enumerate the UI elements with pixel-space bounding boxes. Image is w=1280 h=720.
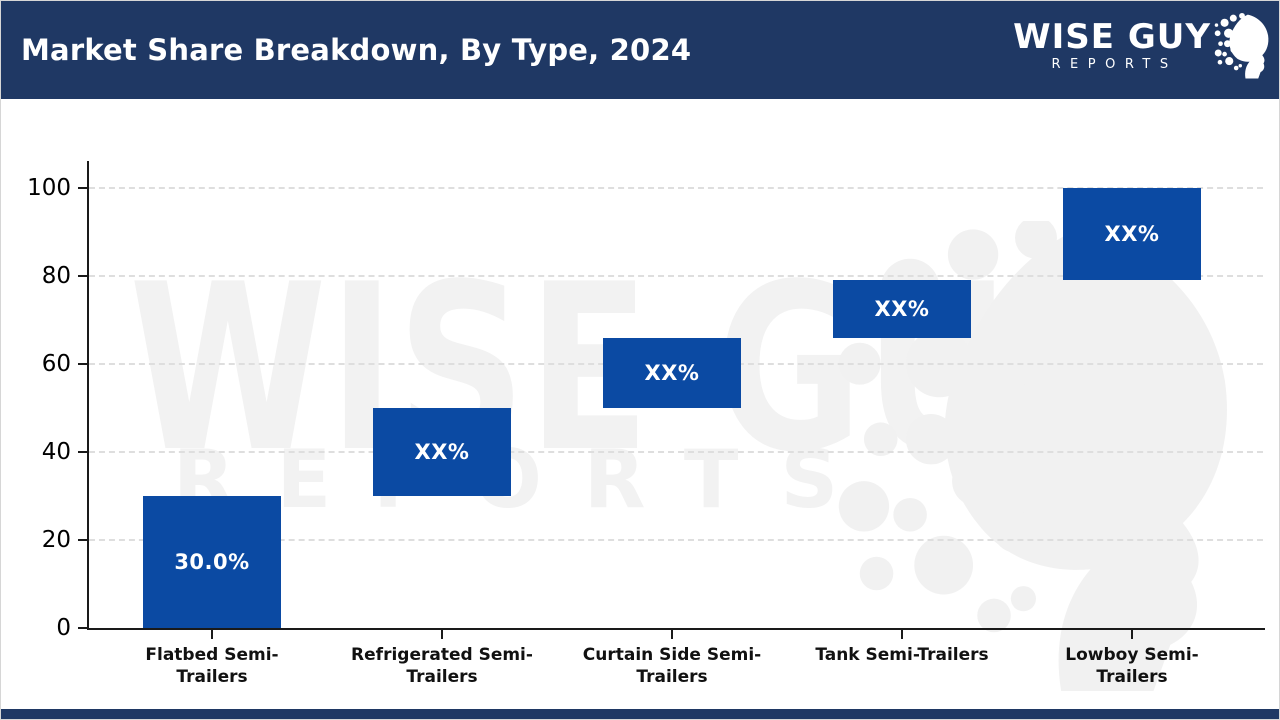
bar-value-label: XX%: [1104, 222, 1160, 247]
bar-value-label: XX%: [414, 440, 470, 464]
chart-area: WISE GUY REPORTS 02040608010030.0%Flatbe…: [1, 99, 1279, 711]
logo-subtitle: REPORTS: [1051, 57, 1178, 73]
header-bar: Market Share Breakdown, By Type, 2024 WI…: [1, 1, 1279, 99]
bar-segment: XX%: [1063, 188, 1201, 281]
y-axis-tick: [78, 363, 88, 365]
logo-wordmark: WISE GUY: [1013, 16, 1211, 57]
footer-bar: [1, 709, 1279, 719]
y-axis-spine: [87, 161, 89, 630]
gridline: [89, 451, 1263, 453]
logo-head-icon: [1214, 12, 1269, 79]
logo-text: WISE GUY REPORTS: [1013, 16, 1211, 73]
bar-segment: XX%: [373, 408, 511, 496]
x-axis-tick: [441, 630, 443, 639]
y-axis-tick-label: 60: [41, 351, 71, 377]
gridline: [89, 187, 1263, 189]
y-axis-tick: [78, 451, 88, 453]
x-axis-category-label: Flatbed Semi- Trailers: [145, 645, 279, 688]
bar-value-label: XX%: [874, 296, 930, 321]
bar-value-label: XX%: [644, 360, 700, 385]
x-axis-category-label: Curtain Side Semi- Trailers: [582, 645, 762, 688]
x-axis-tick: [1131, 630, 1133, 639]
gridline: [89, 539, 1263, 541]
y-axis-tick-label: 80: [41, 263, 71, 289]
y-axis-tick: [78, 187, 88, 189]
x-axis-category-label: Tank Semi-Trailers: [815, 645, 989, 665]
y-axis-tick: [78, 539, 88, 541]
bar-value-label: 30.0%: [174, 550, 250, 574]
wiseguy-logo: WISE GUY REPORTS: [1013, 9, 1271, 83]
bar-segment: 30.0%: [143, 496, 281, 628]
x-axis-category-label: Lowboy Semi- Trailers: [1065, 645, 1199, 688]
y-axis-tick-label: 100: [27, 175, 71, 201]
y-axis-tick-label: 20: [41, 527, 71, 553]
x-axis-tick: [901, 630, 903, 639]
x-axis-tick: [671, 630, 673, 639]
x-axis-tick: [211, 630, 213, 639]
x-axis-spine: [87, 628, 1265, 630]
gridline: [89, 275, 1263, 277]
x-axis-category-label: Refrigerated Semi- Trailers: [351, 645, 533, 688]
y-axis-tick: [78, 275, 88, 277]
y-axis-tick-label: 0: [56, 615, 71, 641]
bar-segment: XX%: [603, 337, 741, 408]
y-axis-tick: [78, 627, 88, 629]
page-title: Market Share Breakdown, By Type, 2024: [21, 33, 692, 67]
bar-segment: XX%: [833, 280, 971, 338]
y-axis-tick-label: 40: [41, 439, 71, 465]
